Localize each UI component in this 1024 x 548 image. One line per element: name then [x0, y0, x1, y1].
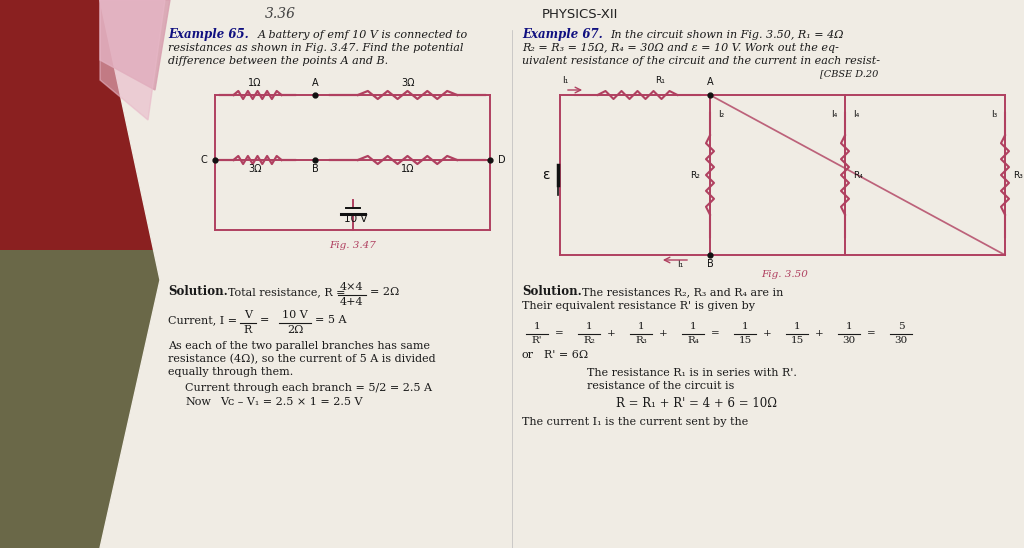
Text: = 5 A: = 5 A	[315, 315, 346, 325]
Text: R₄: R₄	[687, 336, 699, 345]
Text: Example 67.: Example 67.	[522, 28, 603, 41]
Text: I₄: I₄	[831, 110, 838, 119]
Text: 1Ω: 1Ω	[248, 78, 262, 88]
Text: 3Ω: 3Ω	[401, 78, 415, 88]
Text: or: or	[522, 350, 534, 360]
Text: 1: 1	[586, 322, 592, 331]
Text: ε: ε	[543, 168, 550, 182]
Text: Example 65.: Example 65.	[168, 28, 249, 41]
Text: 10 V: 10 V	[344, 214, 368, 224]
Text: R₂: R₂	[690, 170, 700, 180]
Polygon shape	[100, 0, 165, 120]
Text: R = R₁ + R' = 4 + 6 = 10Ω: R = R₁ + R' = 4 + 6 = 10Ω	[616, 397, 777, 410]
Text: +: +	[606, 329, 615, 339]
Text: As each of the two parallel branches has same: As each of the two parallel branches has…	[168, 341, 430, 351]
Text: =: =	[260, 315, 269, 325]
Text: 10 V: 10 V	[283, 310, 308, 320]
Text: [CBSE D.20: [CBSE D.20	[820, 69, 879, 78]
Text: resistance of the circuit is: resistance of the circuit is	[587, 381, 734, 391]
Text: A: A	[311, 78, 318, 88]
Text: 1: 1	[794, 322, 801, 331]
Text: R₂ = R₃ = 15Ω, R₄ = 30Ω and ε = 10 V. Work out the eq-: R₂ = R₃ = 15Ω, R₄ = 30Ω and ε = 10 V. Wo…	[522, 43, 839, 53]
Text: The current I₁ is the current sent by the: The current I₁ is the current sent by th…	[522, 417, 749, 427]
Text: I₃: I₃	[991, 110, 997, 119]
Text: A: A	[707, 77, 714, 87]
Text: Now: Now	[185, 397, 211, 407]
Text: R: R	[244, 325, 252, 335]
Text: B: B	[311, 164, 318, 174]
Text: D: D	[498, 155, 506, 165]
Text: resistance (4Ω), so the current of 5 A is divided: resistance (4Ω), so the current of 5 A i…	[168, 353, 435, 364]
Polygon shape	[100, 0, 1024, 548]
Text: 4+4: 4+4	[340, 297, 364, 307]
Bar	[0, 0, 160, 250]
Text: 1: 1	[638, 322, 644, 331]
Text: I₂: I₂	[718, 110, 724, 119]
Text: uivalent resistance of the circuit and the current in each resist-: uivalent resistance of the circuit and t…	[522, 56, 880, 66]
Text: Current through each branch = 5/2 = 2.5 A: Current through each branch = 5/2 = 2.5 …	[185, 383, 432, 393]
Text: Their equivalent resistance R' is given by: Their equivalent resistance R' is given …	[522, 301, 755, 311]
Text: 15: 15	[791, 336, 804, 345]
Text: 1: 1	[846, 322, 852, 331]
Text: 1: 1	[534, 322, 541, 331]
Text: +: +	[658, 329, 668, 339]
Text: = 2Ω: = 2Ω	[370, 287, 399, 297]
Text: 1Ω: 1Ω	[401, 164, 415, 174]
Text: 2Ω: 2Ω	[287, 325, 303, 335]
Text: resistances as shown in Fig. 3.47. Find the potential: resistances as shown in Fig. 3.47. Find …	[168, 43, 464, 53]
Text: R' = 6Ω: R' = 6Ω	[544, 350, 588, 360]
Text: 1: 1	[741, 322, 749, 331]
Bar	[0, 250, 160, 548]
Text: C: C	[201, 155, 207, 165]
Text: =: =	[555, 329, 563, 339]
Text: Total resistance, R =: Total resistance, R =	[228, 287, 345, 297]
Text: difference between the points A and B.: difference between the points A and B.	[168, 56, 388, 66]
Text: 3.36: 3.36	[265, 7, 296, 21]
Polygon shape	[100, 0, 170, 90]
Text: B: B	[707, 259, 714, 269]
Text: In the circuit shown in Fig. 3.50, R₁ = 4Ω: In the circuit shown in Fig. 3.50, R₁ = …	[610, 30, 844, 40]
Text: V: V	[244, 310, 252, 320]
Text: =: =	[866, 329, 876, 339]
Text: I₄: I₄	[853, 110, 859, 119]
Text: 3Ω: 3Ω	[248, 164, 262, 174]
Text: +: +	[763, 329, 771, 339]
Text: 5: 5	[898, 322, 904, 331]
Text: R₄: R₄	[853, 170, 863, 180]
Text: =: =	[711, 329, 720, 339]
Text: The resistances R₂, R₃ and R₄ are in: The resistances R₂, R₃ and R₄ are in	[582, 287, 783, 297]
Text: PHYSICS-XII: PHYSICS-XII	[542, 8, 618, 21]
Text: Vᴄ – V₁ = 2.5 × 1 = 2.5 V: Vᴄ – V₁ = 2.5 × 1 = 2.5 V	[220, 397, 362, 407]
Text: Solution.: Solution.	[522, 285, 582, 298]
Text: R₃: R₃	[1013, 170, 1023, 180]
Text: R₂: R₂	[583, 336, 595, 345]
Text: Fig. 3.50: Fig. 3.50	[762, 270, 808, 279]
Text: 15: 15	[738, 336, 752, 345]
Text: +: +	[815, 329, 823, 339]
Text: I₁: I₁	[562, 76, 568, 85]
Text: R': R'	[531, 336, 543, 345]
Text: equally through them.: equally through them.	[168, 367, 293, 377]
Text: 4×4: 4×4	[340, 282, 364, 292]
Text: R₁: R₁	[655, 76, 665, 85]
Text: 1: 1	[690, 322, 696, 331]
Text: Current, I =: Current, I =	[168, 315, 238, 325]
Text: The resistance R₁ is in series with R'.: The resistance R₁ is in series with R'.	[587, 368, 797, 378]
Text: 30: 30	[843, 336, 856, 345]
Text: R₃: R₃	[635, 336, 647, 345]
Text: A battery of emf 10 V is connected to: A battery of emf 10 V is connected to	[258, 30, 468, 40]
Text: Fig. 3.47: Fig. 3.47	[330, 241, 377, 250]
Text: 30: 30	[894, 336, 907, 345]
Text: Solution.: Solution.	[168, 285, 227, 298]
Text: I₁: I₁	[677, 260, 683, 269]
